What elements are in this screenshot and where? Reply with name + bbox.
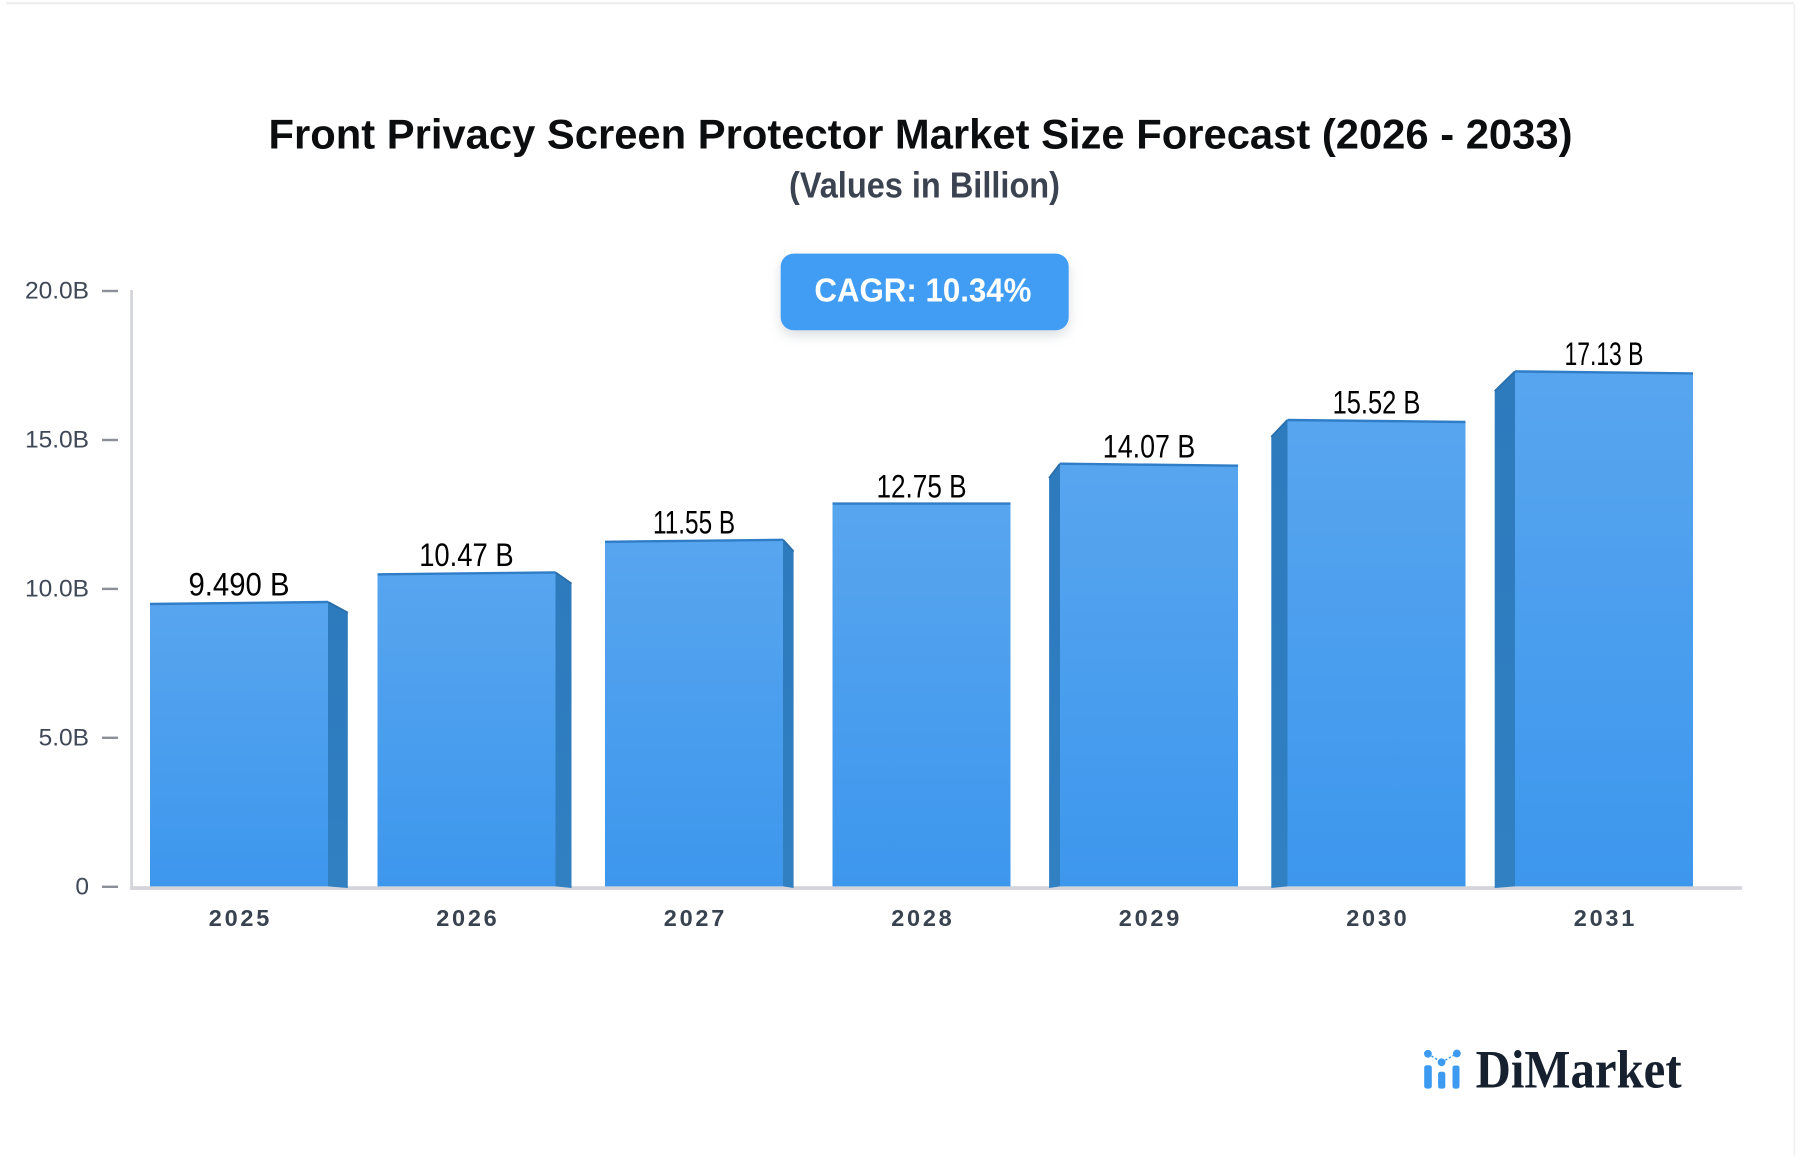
svg-text:12.75 B: 12.75 B bbox=[877, 468, 967, 504]
svg-text:0: 0 bbox=[75, 873, 89, 900]
svg-text:15.52 B: 15.52 B bbox=[1333, 385, 1421, 421]
svg-text:CAGR: 10.34%: CAGR: 10.34% bbox=[814, 272, 1031, 309]
svg-text:Front Privacy Screen Protector: Front Privacy Screen Protector Market Si… bbox=[269, 111, 1573, 158]
svg-text:10.47 B: 10.47 B bbox=[419, 537, 514, 573]
svg-text:10.0B: 10.0B bbox=[25, 575, 89, 602]
svg-text:(Values in Billion): (Values in Billion) bbox=[789, 165, 1060, 206]
svg-text:DiMarket: DiMarket bbox=[1476, 1040, 1682, 1100]
svg-text:9.490 B: 9.490 B bbox=[189, 567, 290, 603]
svg-text:20.0B: 20.0B bbox=[25, 278, 89, 305]
svg-text:14.07 B: 14.07 B bbox=[1103, 428, 1196, 464]
svg-text:5.0B: 5.0B bbox=[39, 724, 89, 751]
svg-text:17.13 B: 17.13 B bbox=[1565, 336, 1644, 372]
svg-text:11.55 B: 11.55 B bbox=[653, 505, 735, 541]
svg-text:15.0B: 15.0B bbox=[25, 426, 89, 453]
